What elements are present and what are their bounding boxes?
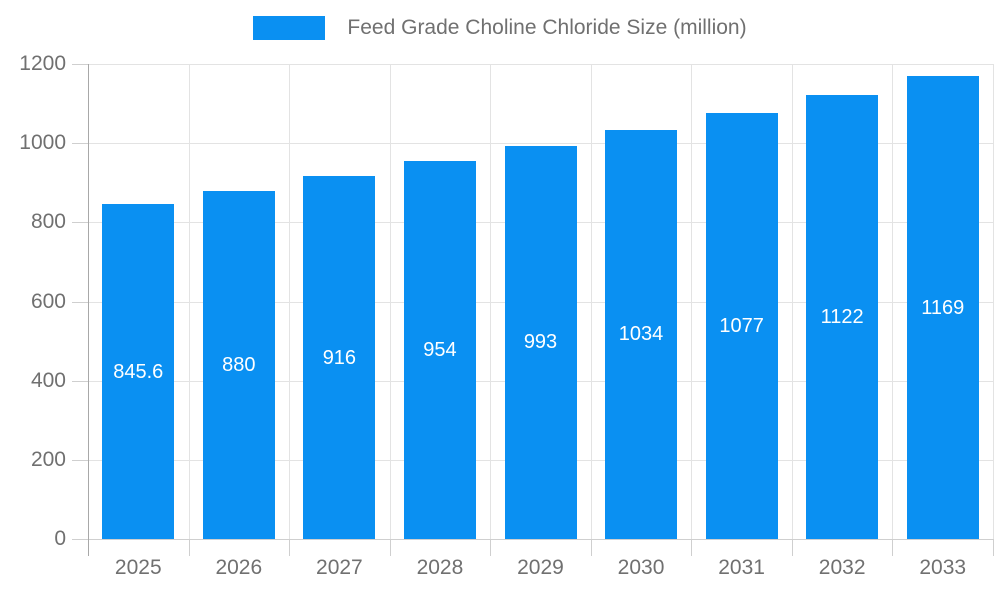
bar[interactable] <box>806 94 879 539</box>
gridline-vertical <box>691 64 693 539</box>
y-axis-tick <box>72 64 88 65</box>
gridline-vertical <box>993 64 994 539</box>
x-tick-label: 2028 <box>416 556 464 579</box>
y-axis-tick <box>72 380 88 382</box>
gridline-vertical <box>188 64 190 539</box>
bar[interactable] <box>504 145 577 539</box>
x-axis-tick <box>993 539 994 556</box>
bar[interactable] <box>605 129 678 539</box>
legend-swatch <box>253 16 326 40</box>
x-axis-tick <box>289 539 291 556</box>
gridline-vertical <box>791 64 793 539</box>
y-axis-tick <box>72 222 88 224</box>
x-axis-tick <box>590 539 592 556</box>
x-axis-tick <box>389 539 391 556</box>
bar[interactable] <box>403 161 476 539</box>
gridline-horizontal <box>88 64 993 65</box>
gridline-vertical <box>590 64 592 539</box>
y-axis-line <box>88 64 89 556</box>
x-tick-label: 2029 <box>517 556 564 579</box>
x-axis-tick <box>791 539 793 556</box>
y-axis-tick <box>72 143 88 145</box>
bar[interactable] <box>906 76 979 539</box>
x-axis-line <box>72 539 993 540</box>
x-tick-label: 2025 <box>114 556 162 579</box>
x-axis-tick <box>691 539 693 556</box>
y-tick-label: 400 <box>30 368 66 392</box>
x-axis-tick <box>188 539 190 556</box>
x-axis-tick <box>892 539 894 556</box>
gridline-vertical <box>892 64 894 539</box>
bar[interactable] <box>303 176 376 539</box>
gridline-vertical <box>490 64 492 539</box>
x-tick-label: 2027 <box>316 556 363 579</box>
bar[interactable] <box>705 112 778 539</box>
x-axis-tick <box>490 539 492 556</box>
y-tick-label: 0 <box>54 527 66 550</box>
y-tick-label: 1200 <box>19 52 66 75</box>
y-tick-label: 600 <box>30 289 66 313</box>
legend-item[interactable]: Feed Grade Choline Chloride Size (millio… <box>0 16 1000 40</box>
y-tick-label: 1000 <box>19 131 66 155</box>
x-tick-label: 2032 <box>818 556 866 579</box>
y-axis-tick <box>72 301 88 303</box>
x-tick-label: 2031 <box>718 556 765 579</box>
x-tick-label: 2026 <box>215 556 263 579</box>
x-tick-label: 2030 <box>617 556 665 579</box>
y-tick-label: 800 <box>30 210 66 234</box>
legend-label: Feed Grade Choline Chloride Size (millio… <box>347 16 747 39</box>
y-tick-label: 200 <box>30 447 66 471</box>
x-tick-label: 2033 <box>919 556 967 579</box>
bar[interactable] <box>202 190 275 539</box>
gridline-vertical <box>289 64 291 539</box>
bar[interactable] <box>102 204 175 539</box>
gridline-horizontal <box>88 143 993 145</box>
gridline-vertical <box>389 64 391 539</box>
y-axis-tick <box>72 459 88 461</box>
